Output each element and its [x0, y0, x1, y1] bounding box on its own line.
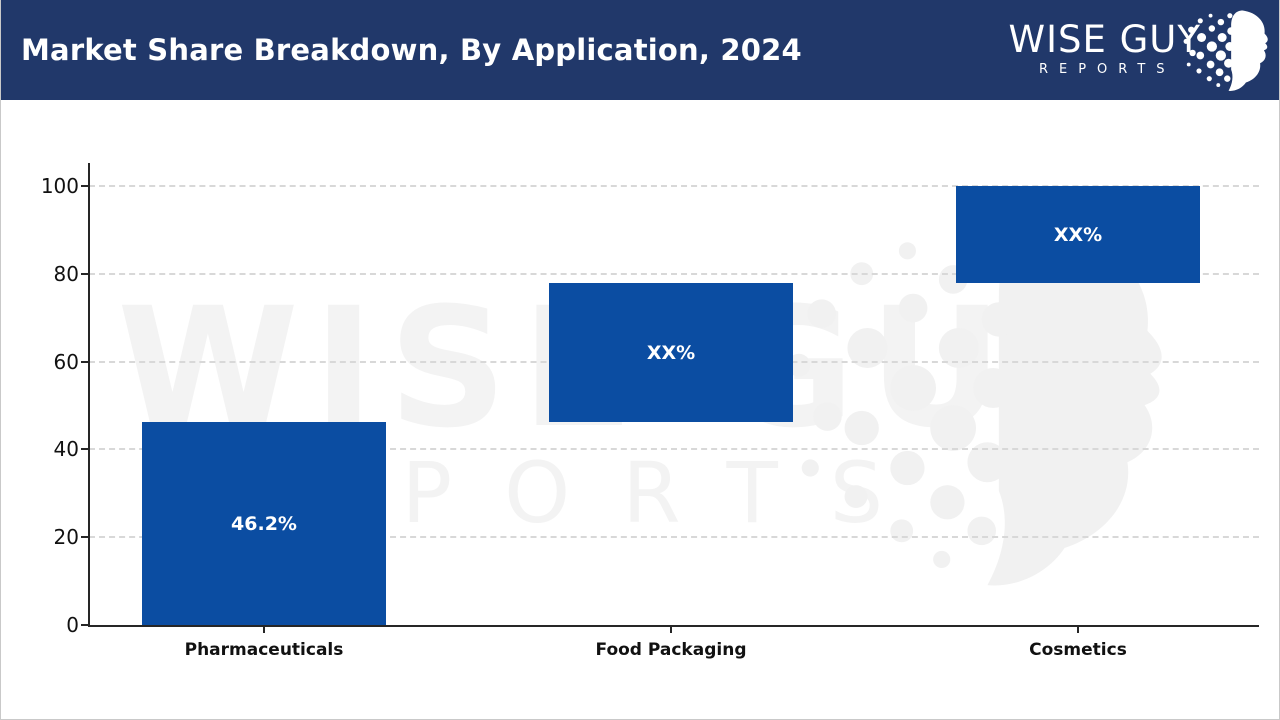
y-tick-label: 60 [53, 349, 79, 374]
y-tick-mark [81, 272, 88, 275]
y-tick-label: 100 [40, 174, 79, 198]
x-axis-line [88, 625, 1259, 627]
y-tick-mark [81, 185, 88, 187]
x-category-label: Cosmetics [1029, 640, 1127, 660]
y-tick-mark [81, 536, 88, 539]
logo-reports-label: REPORTS [1038, 62, 1176, 77]
x-category-label: Food Packaging [595, 640, 747, 660]
y-tick-label: 80 [53, 261, 79, 286]
gridline [89, 448, 1259, 451]
x-tick-mark [670, 627, 672, 633]
y-tick-label: 40 [53, 437, 79, 462]
bar-value-label: XX% [646, 341, 696, 364]
wiseguy-face-icon [1183, 10, 1268, 91]
page-title: Market Share Breakdown, By Application, … [21, 33, 802, 67]
y-tick-label: 0 [66, 613, 79, 637]
x-category-label: Pharmaceuticals [184, 640, 344, 660]
y-tick-mark [81, 624, 88, 626]
wiseguy-logo-text: WISE GUY REPORTS [1009, 21, 1201, 77]
logo-wiseguy-label: WISE GUY [1008, 18, 1201, 61]
y-tick-label: 20 [53, 525, 79, 550]
y-axis-line [88, 163, 90, 627]
x-tick-mark [1077, 627, 1079, 633]
bar-cosmetics: XX% [956, 186, 1200, 284]
x-tick-mark [263, 627, 265, 633]
bar-food-packaging: XX% [549, 283, 793, 423]
bar-pharmaceuticals: 46.2% [142, 422, 386, 625]
y-tick-mark [81, 360, 88, 363]
gridline [89, 536, 1259, 539]
header-bar: Market Share Breakdown, By Application, … [1, 0, 1279, 100]
gridline [89, 185, 1259, 187]
gridline [89, 272, 1259, 275]
y-tick-mark [81, 448, 88, 451]
bar-value-label: XX% [1053, 223, 1103, 246]
wiseguy-logo: WISE GUY REPORTS [1009, 7, 1271, 95]
bar-value-label: 46.2% [231, 512, 297, 535]
